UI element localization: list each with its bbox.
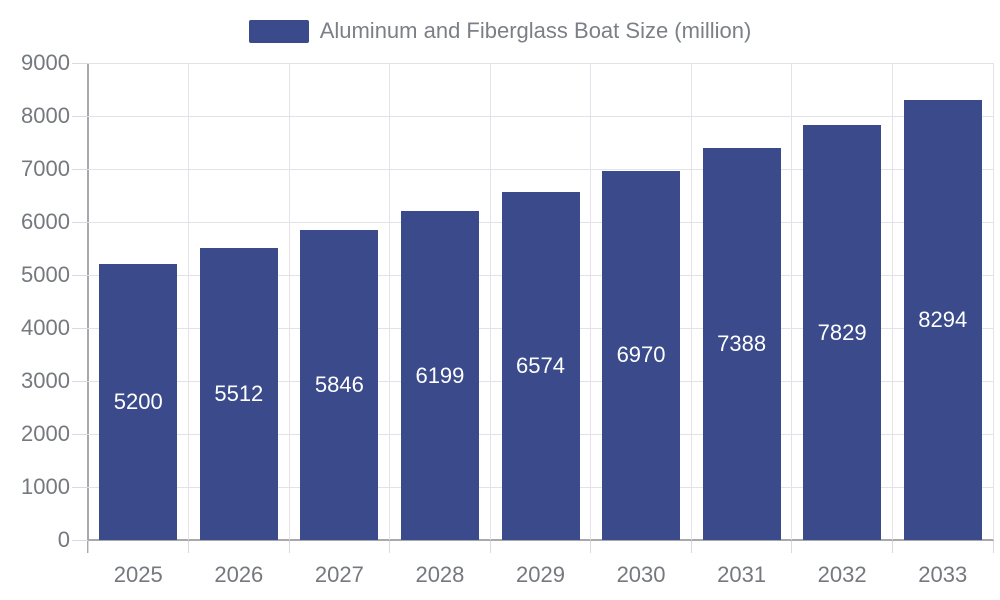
v-gridline [791,63,793,540]
bar-value-label: 5200 [113,389,163,415]
bar-value-label: 7388 [717,331,767,357]
bar-value-label: 5846 [314,372,364,398]
v-gridline [188,63,190,540]
legend-label: Aluminum and Fiberglass Boat Size (milli… [319,18,752,43]
x-tick-label: 2025 [113,562,163,587]
x-tick-label: 2032 [817,562,867,587]
y-axis-tick [72,433,88,435]
y-axis-tick [72,62,88,64]
y-tick-label: 9000 [21,50,70,75]
x-axis-line [88,539,994,541]
bar-value-label: 8294 [918,307,968,333]
v-gridline [389,63,391,540]
v-gridline [992,63,994,540]
y-axis-tick [72,486,88,488]
bar-2031[interactable]: 7388 [702,148,781,540]
bar-2033[interactable]: 8294 [903,100,982,540]
v-gridline [288,63,290,540]
x-axis-tick [87,541,89,553]
h-gridline [88,115,993,117]
bar-value-label: 7829 [817,319,867,345]
bar-value-label: 6574 [516,352,565,378]
x-tick-label: 2030 [616,562,666,587]
bar-value-label: 5512 [214,380,264,406]
bar-value-label: 6970 [616,342,666,368]
x-tick-label: 2033 [918,562,968,587]
x-axis-tick [489,541,491,553]
x-axis-tick [690,541,692,553]
y-axis-tick [72,327,88,329]
v-gridline [690,63,692,540]
legend-swatch [248,19,309,43]
x-axis-tick [389,541,391,553]
y-tick-label: 2000 [21,421,70,446]
legend[interactable]: Aluminum and Fiberglass Boat Size (milli… [0,18,1000,44]
x-tick-label: 2028 [415,562,465,587]
y-tick-label: 5000 [21,262,70,287]
bar-2025[interactable]: 5200 [99,264,178,540]
y-tick-label: 1000 [21,474,70,499]
h-gridline [88,62,993,64]
bar-value-label: 6199 [415,362,465,388]
x-tick-label: 2027 [314,562,364,587]
y-axis-tick [72,115,88,117]
y-axis-tick [72,221,88,223]
y-tick-label: 7000 [21,156,70,181]
y-axis-tick [72,380,88,382]
bar-2030[interactable]: 6970 [602,170,681,540]
y-axis-tick [72,539,88,541]
x-axis-tick [188,541,190,553]
x-axis-tick [791,541,793,553]
y-tick-label: 6000 [21,209,70,234]
y-tick-label: 4000 [21,315,70,340]
bar-2032[interactable]: 7829 [803,125,882,540]
y-tick-label: 8000 [21,103,70,128]
y-axis-tick [72,168,88,170]
x-tick-label: 2026 [214,562,264,587]
x-tick-label: 2029 [516,562,565,587]
v-gridline [590,63,592,540]
x-axis-tick [992,541,994,553]
x-axis-tick [891,541,893,553]
y-tick-label: 0 [57,527,70,552]
y-tick-label: 3000 [21,368,70,393]
bar-2026[interactable]: 5512 [199,247,278,540]
x-axis-tick [590,541,592,553]
plot-area: 5200 5512 5846 6199 6574 6970 7388 7829 8294 [88,62,994,540]
v-gridline [891,63,893,540]
y-axis-tick [72,274,88,276]
bar-2027[interactable]: 5846 [300,230,379,540]
bar-2028[interactable]: 6199 [400,211,479,540]
v-gridline [489,63,491,540]
x-tick-label: 2031 [717,562,767,587]
bar-2029[interactable]: 6574 [501,191,580,540]
y-axis-line [87,63,89,553]
h-gridline [88,168,993,170]
x-axis-tick [288,541,290,553]
